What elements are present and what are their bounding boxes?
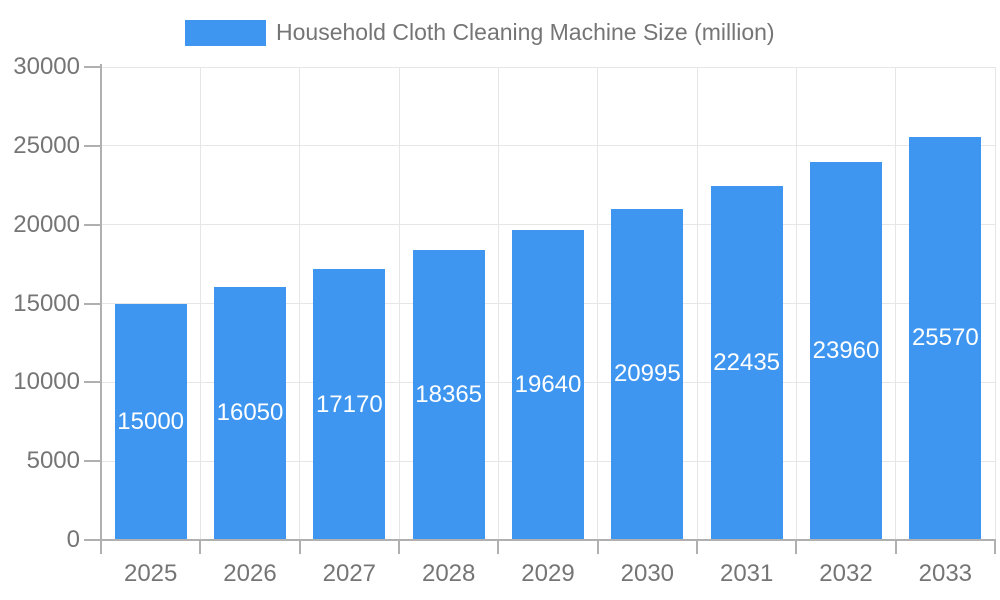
bar-value-label: 17170 xyxy=(315,390,383,418)
bar[interactable]: 17170 xyxy=(313,269,386,540)
y-axis-tick xyxy=(84,460,101,463)
x-axis-tick xyxy=(298,540,301,554)
x-axis-label: 2030 xyxy=(620,560,675,587)
bar[interactable]: 22435 xyxy=(710,186,783,540)
x-axis-tick xyxy=(596,540,599,554)
y-axis-line xyxy=(100,64,102,554)
gridline-vertical xyxy=(199,67,201,540)
y-axis-tick xyxy=(84,539,101,541)
bar-value-label: 20995 xyxy=(613,360,681,388)
y-tick-label: 0 xyxy=(66,526,80,553)
x-axis-label: 2025 xyxy=(123,560,178,587)
legend-swatch xyxy=(185,19,266,46)
gridline-vertical xyxy=(497,67,499,540)
bar[interactable]: 18365 xyxy=(412,250,485,540)
bar-value-label: 16050 xyxy=(216,399,284,427)
y-tick-label: 15000 xyxy=(13,289,80,317)
bar[interactable]: 23960 xyxy=(810,162,882,540)
y-axis-tick xyxy=(84,223,101,226)
y-axis-tick xyxy=(84,381,101,384)
bar-value-label: 23960 xyxy=(812,337,880,365)
bar[interactable]: 19640 xyxy=(512,230,584,540)
x-axis-label: 2027 xyxy=(322,560,377,587)
bar-value-label: 25570 xyxy=(911,324,979,352)
bar[interactable]: 16050 xyxy=(214,286,286,540)
bar[interactable]: 25570 xyxy=(909,136,982,540)
gridline-horizontal xyxy=(101,224,995,226)
gridline-vertical xyxy=(398,67,400,540)
x-axis-tick xyxy=(100,540,102,554)
x-axis-label: 2032 xyxy=(819,560,873,587)
x-axis-tick xyxy=(398,540,400,554)
x-axis-label: 2029 xyxy=(521,560,575,587)
x-axis-tick xyxy=(894,540,897,554)
x-axis-line xyxy=(100,539,996,541)
y-tick-label: 30000 xyxy=(13,53,80,80)
x-axis-tick xyxy=(795,540,798,554)
bar[interactable]: 15000 xyxy=(114,303,187,540)
y-axis-tick xyxy=(84,302,101,305)
gridline-horizontal xyxy=(101,145,995,147)
y-tick-label: 20000 xyxy=(13,210,80,238)
x-axis-label: 2033 xyxy=(918,560,973,587)
bar[interactable]: 20995 xyxy=(611,208,684,540)
chart-legend: Household Cloth Cleaning Machine Size (m… xyxy=(185,19,775,46)
x-axis-tick xyxy=(696,540,698,554)
legend-label: Household Cloth Cleaning Machine Size (m… xyxy=(276,19,775,45)
gridline-horizontal xyxy=(101,66,995,68)
gridline-vertical xyxy=(597,67,599,540)
gridline-vertical xyxy=(994,67,996,540)
legend-item[interactable]: Household Cloth Cleaning Machine Size (m… xyxy=(185,19,775,46)
gridline-vertical xyxy=(795,67,797,540)
x-axis-label: 2031 xyxy=(719,560,774,587)
bar-value-label: 15000 xyxy=(117,407,185,435)
bar-value-label: 18365 xyxy=(415,381,483,409)
gridline-vertical xyxy=(696,67,698,540)
x-axis-tick xyxy=(199,540,202,554)
y-tick-label: 25000 xyxy=(13,131,80,159)
y-axis-tick xyxy=(84,66,101,68)
bar-value-label: 19640 xyxy=(514,371,582,399)
gridline-vertical xyxy=(895,67,897,540)
x-axis-tick xyxy=(497,540,500,554)
y-axis-tick xyxy=(84,144,101,147)
x-axis-tick xyxy=(994,540,996,554)
y-tick-label: 10000 xyxy=(13,368,80,396)
bar-value-label: 22435 xyxy=(713,349,781,377)
x-axis-label: 2026 xyxy=(223,560,277,587)
x-axis-label: 2028 xyxy=(421,560,476,587)
gridline-vertical xyxy=(299,67,301,540)
y-tick-label: 5000 xyxy=(26,447,80,475)
